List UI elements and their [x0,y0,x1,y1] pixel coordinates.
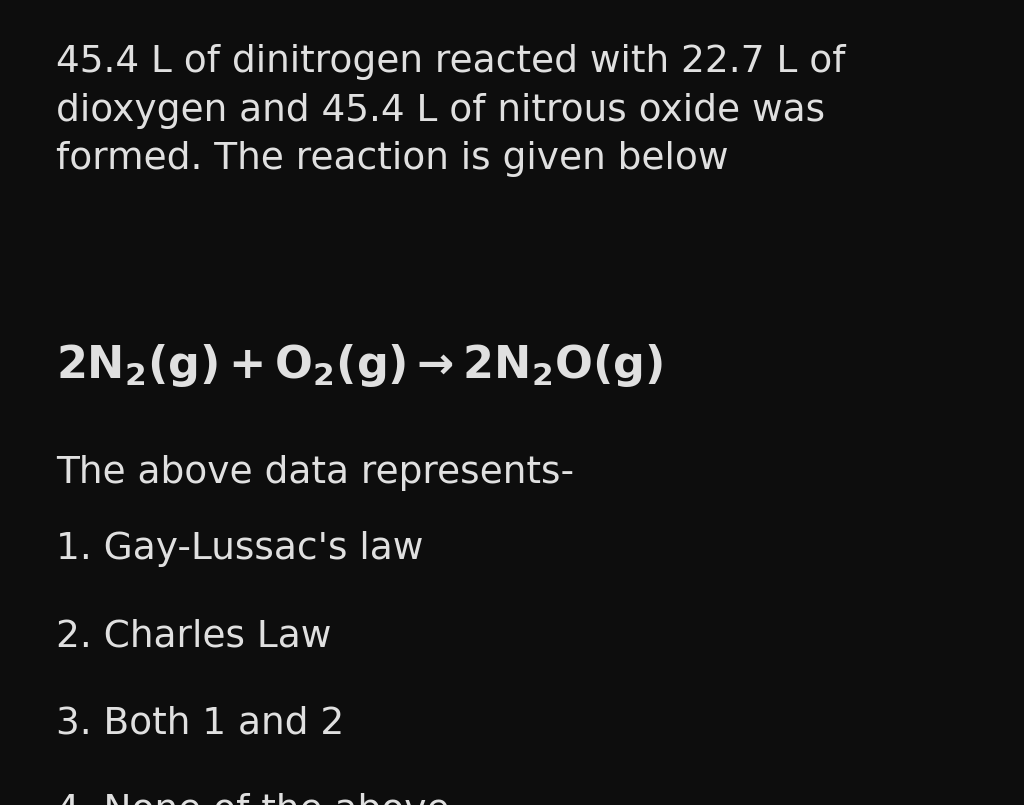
Text: 3. Both 1 and 2: 3. Both 1 and 2 [56,705,344,741]
Text: 4. None of the above: 4. None of the above [56,792,450,805]
Text: The above data represents-: The above data represents- [56,455,574,491]
Text: 1. Gay-Lussac's law: 1. Gay-Lussac's law [56,531,424,568]
Text: 45.4 L of dinitrogen reacted with 22.7 L of
dioxygen and 45.4 L of nitrous oxide: 45.4 L of dinitrogen reacted with 22.7 L… [56,44,846,177]
Text: $\mathbf{2N_2(g) + O_2(g) \rightarrow 2N_2O(g)}$: $\mathbf{2N_2(g) + O_2(g) \rightarrow 2N… [56,342,664,389]
Text: 2. Charles Law: 2. Charles Law [56,618,332,654]
